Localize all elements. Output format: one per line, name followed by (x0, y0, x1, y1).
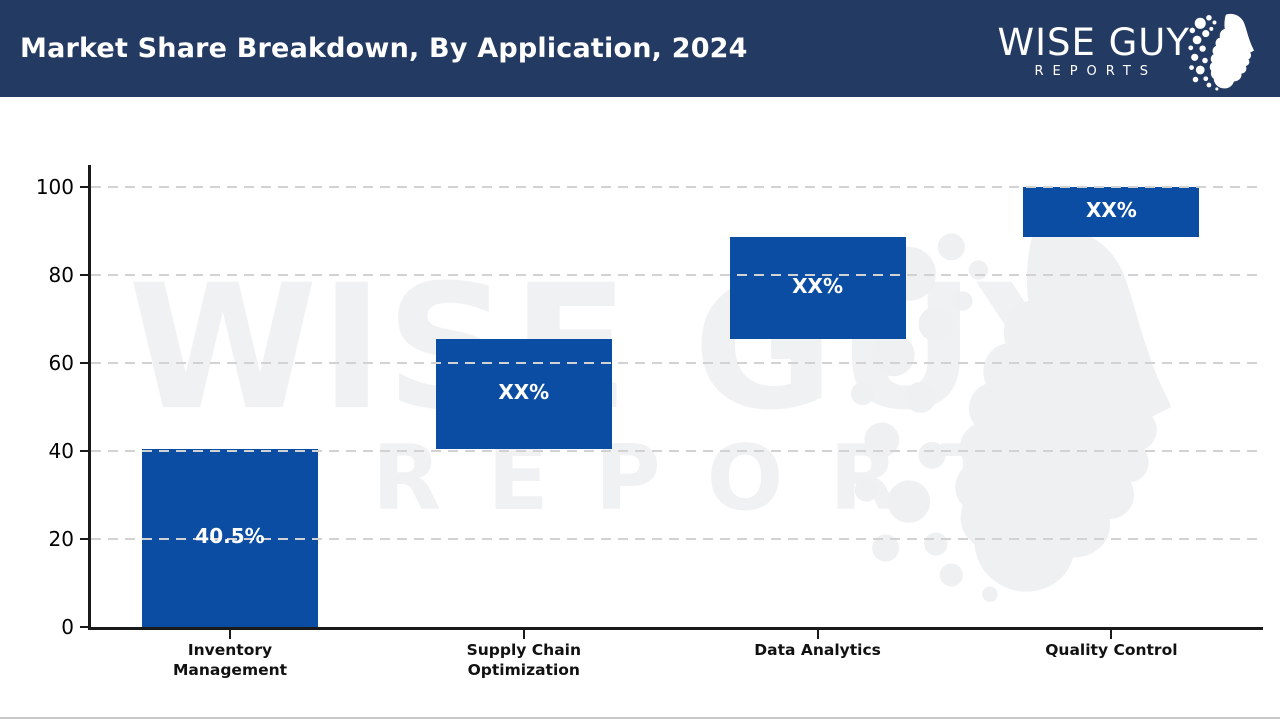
y-tick-mark (80, 625, 89, 628)
x-tick-mark (522, 630, 525, 639)
y-axis-line (88, 165, 91, 629)
y-tick-label: 100 (35, 174, 74, 199)
wiseguy-logo: WISE GUY REPORTS (998, 8, 1268, 94)
x-axis-line (88, 627, 1263, 630)
bar (142, 448, 318, 627)
category-label: Data Analytics (754, 641, 881, 659)
y-tick-mark (80, 449, 89, 452)
category-label: Supply Chain Optimization (466, 641, 581, 679)
gridline (91, 537, 1257, 540)
gridline (91, 273, 1257, 276)
y-tick-label: 40 (48, 438, 74, 463)
logo-subtitle: REPORTS (1034, 64, 1158, 79)
bottom-border (0, 717, 1280, 719)
gridline (91, 449, 1257, 452)
logo-wordmark: WISE GUY (997, 21, 1190, 64)
y-tick-label: 20 (48, 526, 74, 551)
page-title: Market Share Breakdown, By Application, … (20, 33, 748, 64)
bar-value-label: XX% (498, 379, 550, 404)
category-label: Quality Control (1045, 641, 1178, 659)
y-tick-mark (80, 361, 89, 364)
category-label: Inventory Management (172, 641, 288, 679)
gridline (91, 185, 1257, 188)
y-tick-label: 80 (48, 262, 74, 287)
bar-value-label: 40.5% (195, 523, 265, 548)
bar (435, 338, 612, 449)
x-tick-mark (229, 630, 231, 639)
logo-face-icon (1188, 13, 1255, 91)
watermark-wordmark: WISE GUY (128, 247, 1105, 448)
bar (1023, 186, 1200, 238)
y-tick-label: 60 (48, 350, 74, 375)
bar (729, 237, 906, 339)
y-tick-mark (80, 273, 89, 276)
bar-value-label: XX% (792, 274, 844, 298)
x-tick-mark (1110, 630, 1113, 639)
gridline (91, 361, 1257, 364)
y-tick-mark (80, 537, 89, 540)
y-tick-label: 0 (61, 614, 74, 639)
bar-value-label: XX% (1085, 198, 1137, 223)
x-tick-mark (816, 630, 819, 639)
header-bar: Market Share Breakdown, By Application, … (0, 0, 1280, 97)
y-tick-mark (80, 185, 89, 188)
